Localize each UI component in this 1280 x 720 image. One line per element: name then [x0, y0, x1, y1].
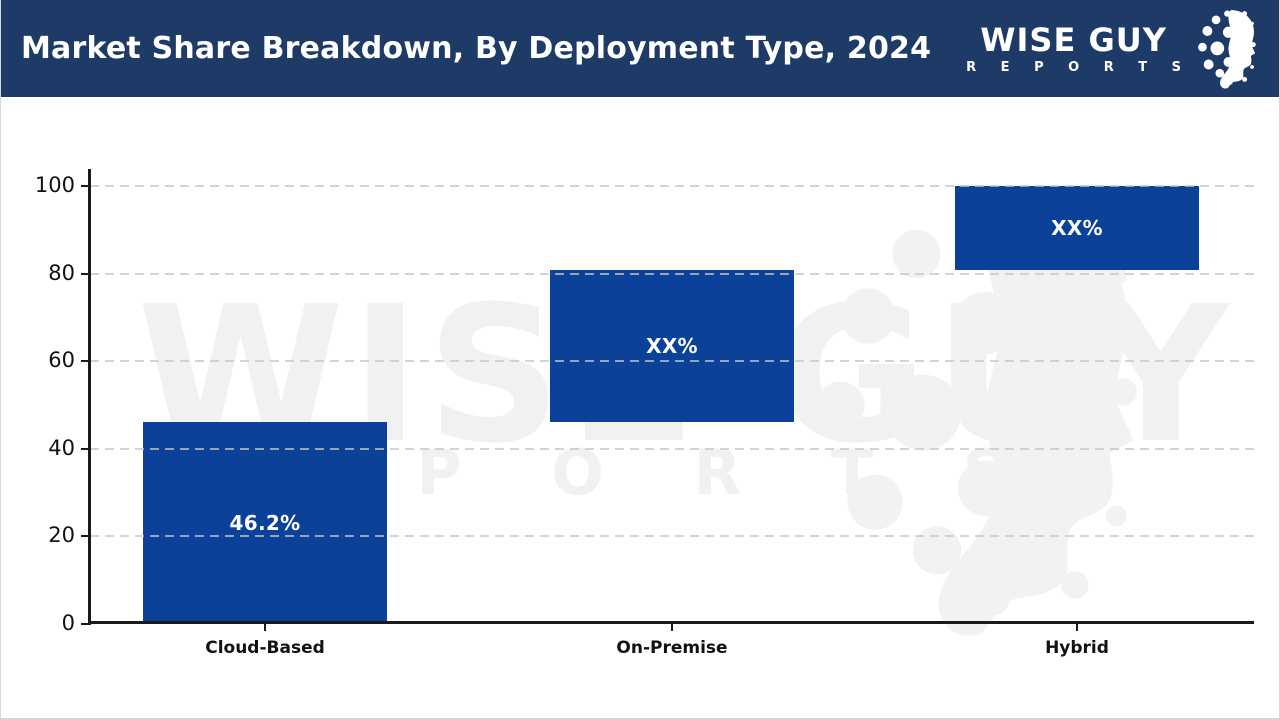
gridline-80 — [90, 272, 1254, 275]
page-title: Market Share Breakdown, By Deployment Ty… — [21, 31, 932, 66]
brand-logo-text: WISE GUY R E P O R T S — [956, 24, 1191, 74]
gridline-20 — [90, 535, 1254, 538]
bar-value-label: XX% — [646, 333, 698, 358]
bar-hybrid: XX% — [955, 186, 1199, 271]
y-tick-0 — [81, 623, 90, 625]
bar-on-premise: XX% — [550, 270, 794, 422]
bar-value-label: 46.2% — [229, 510, 301, 535]
brand-logo: WISE GUY R E P O R T S — [956, 8, 1257, 90]
header-bar: Market Share Breakdown, By Deployment Ty… — [1, 0, 1279, 97]
y-tick-label-100: 100 — [34, 173, 75, 197]
y-tick-label-60: 60 — [48, 348, 75, 373]
y-tick-20 — [81, 535, 90, 538]
gridline-40 — [90, 447, 1254, 450]
y-tick-label-0: 0 — [61, 611, 75, 635]
y-tick-80 — [81, 272, 90, 275]
y-tick-label-40: 40 — [48, 435, 75, 460]
y-tick-40 — [81, 447, 90, 450]
y-tick-label-20: 20 — [48, 523, 75, 548]
x-tick-2 — [1076, 624, 1078, 631]
x-tick-label-2: Hybrid — [1045, 638, 1109, 658]
bar-cloud-based: 46.2% — [143, 421, 387, 624]
y-tick-100 — [81, 185, 90, 187]
logo-wordmark: WISE GUY — [980, 20, 1167, 59]
x-axis-line — [88, 621, 1254, 624]
bar-value-label: XX% — [1051, 216, 1103, 241]
x-tick-1 — [671, 624, 673, 631]
logo-subtext: R E P O R T S — [966, 59, 1191, 75]
dotted-head-logo-icon — [1195, 8, 1257, 90]
x-tick-label-0: Cloud-Based — [205, 638, 325, 658]
x-tick-0 — [264, 624, 266, 631]
y-tick-60 — [81, 360, 90, 363]
gridline-100 — [90, 185, 1254, 187]
x-tick-label-1: On-Premise — [616, 638, 728, 658]
gridline-60 — [90, 360, 1254, 363]
y-axis-line — [88, 169, 91, 625]
y-tick-label-80: 80 — [48, 260, 75, 285]
